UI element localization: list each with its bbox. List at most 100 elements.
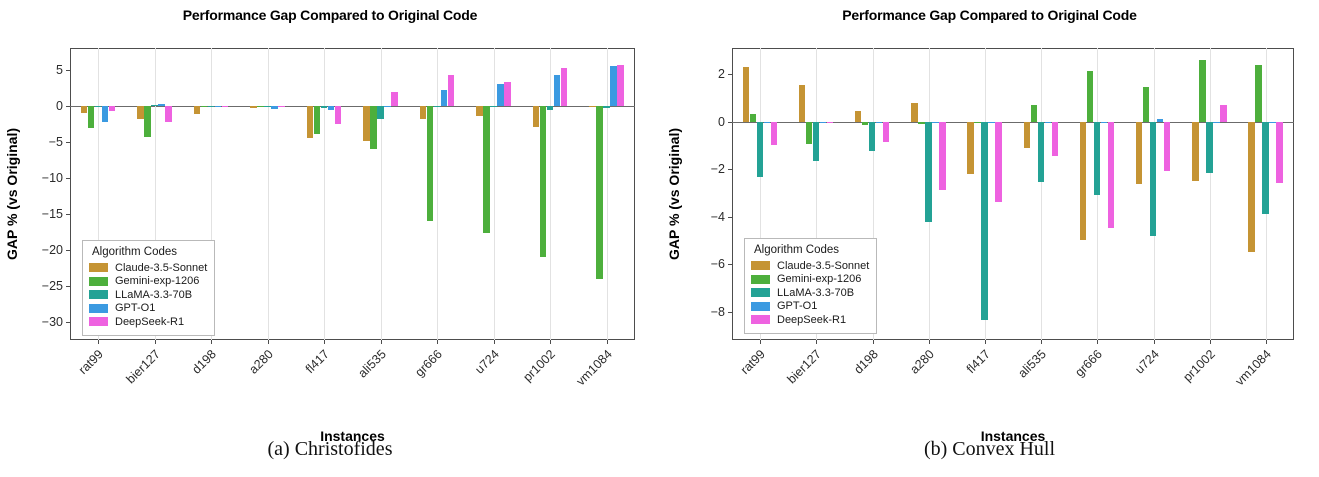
legend-swatch-icon	[751, 301, 770, 311]
y-tick-mark	[66, 177, 70, 179]
y-tick-label: −30	[41, 314, 63, 329]
chart-title-a: Performance Gap Compared to Original Cod…	[182, 7, 478, 23]
plot-area-a: Instances 5 0 −5 −10 −15 −20 −25 −30 rat99 bier12…	[42, 48, 635, 444]
bar-pr1002-LLaMA-3.3-70B	[1206, 121, 1213, 173]
legend-label: GPT-O1	[115, 302, 156, 315]
legend-item-Claude-3.5-Sonnet[interactable]: Claude-3.5-Sonnet	[751, 259, 869, 273]
grid-line	[1210, 48, 1211, 340]
bar-a280-Gemini-exp-1206	[257, 105, 264, 108]
bar-rat99-DeepSeek-R1	[108, 105, 116, 112]
x-tick-mark	[155, 340, 156, 344]
bar-fl417-DeepSeek-R1	[334, 105, 342, 125]
x-axis-label-b: Instances	[980, 428, 1046, 444]
bar-pr1002-GPT-O1	[1213, 121, 1220, 123]
y-tick-label: −10	[41, 170, 63, 185]
x-tick-mark	[760, 340, 761, 344]
panel-christofides: Performance Gap Compared to Original Cod…	[4, 7, 635, 460]
legend-swatch-icon	[751, 288, 770, 298]
legend-item-DeepSeek-R1[interactable]: DeepSeek-R1	[751, 313, 869, 327]
y-axis-label-a: GAP % (vs Original)	[4, 128, 20, 260]
bar-ali535-LLaMA-3.3-70B	[1037, 121, 1044, 183]
legend-label: DeepSeek-R1	[115, 315, 185, 328]
legend-swatch-icon	[89, 263, 108, 273]
bar-d198-LLaMA-3.3-70B	[869, 121, 876, 152]
bar-u724-Claude-3.5-Sonnet	[1136, 121, 1143, 185]
zero-baseline	[732, 121, 1294, 123]
legend-item-Gemini-exp-1206[interactable]: Gemini-exp-1206	[751, 273, 869, 287]
legend-swatch-icon	[751, 261, 770, 271]
bar-rat99-Claude-3.5-Sonnet	[80, 105, 88, 113]
bar-vm1084-Gemini-exp-1206	[1255, 64, 1262, 122]
bar-pr1002-Claude-3.5-Sonnet	[532, 105, 540, 128]
bar-bier127-GPT-O1	[158, 104, 165, 106]
legend-item-Claude-3.5-Sonnet[interactable]: Claude-3.5-Sonnet	[89, 261, 207, 275]
x-tick-mark	[929, 340, 930, 344]
x-tick-mark	[437, 340, 438, 344]
x-tick-mark	[1266, 340, 1267, 344]
chart-title-b: Performance Gap Compared to Original Cod…	[842, 7, 1137, 23]
bar-ali535-Claude-3.5-Sonnet	[363, 105, 370, 141]
bar-a280-Claude-3.5-Sonnet	[250, 105, 257, 108]
legend-swatch-icon	[89, 276, 108, 286]
y-tick-mark	[66, 213, 70, 215]
y-tick-mark	[66, 141, 70, 143]
legend-item-Gemini-exp-1206[interactable]: Gemini-exp-1206	[89, 275, 207, 289]
x-tick-mark	[381, 340, 382, 344]
bar-pr1002-Gemini-exp-1206	[539, 105, 547, 258]
bar-d198-DeepSeek-R1	[221, 105, 229, 107]
bar-bier127-GPT-O1	[819, 121, 827, 123]
grid-line	[437, 48, 438, 340]
y-tick-label: −4	[710, 209, 725, 224]
bar-fl417-GPT-O1	[988, 121, 995, 123]
grid-line	[155, 48, 156, 340]
x-tick-mark	[816, 340, 817, 344]
bar-gr666-Claude-3.5-Sonnet	[419, 105, 427, 120]
legend-item-DeepSeek-R1[interactable]: DeepSeek-R1	[89, 315, 207, 329]
bar-pr1002-GPT-O1	[553, 75, 561, 106]
y-tick-mark	[728, 216, 732, 218]
y-tick-label: 5	[56, 62, 63, 77]
legend-item-LLaMA-3.3-70B[interactable]: LLaMA-3.3-70B	[751, 286, 869, 300]
bar-vm1084-LLaMA-3.3-70B	[603, 105, 610, 108]
legend-item-LLaMA-3.3-70B[interactable]: LLaMA-3.3-70B	[89, 288, 207, 302]
x-tick-mark	[268, 340, 269, 344]
y-tick-mark	[728, 264, 732, 266]
bar-rat99-LLaMA-3.3-70B	[94, 105, 102, 107]
grid-line	[816, 48, 817, 340]
y-tick-mark	[728, 121, 732, 123]
grid-line	[381, 48, 382, 340]
y-tick-label: −15	[41, 206, 63, 221]
bar-bier127-Gemini-exp-1206	[144, 105, 151, 138]
bar-vm1084-GPT-O1	[610, 66, 617, 106]
grid-line	[760, 48, 761, 340]
y-tick-mark	[66, 285, 70, 287]
legend-item-GPT-O1[interactable]: GPT-O1	[751, 300, 869, 314]
y-tick-label: −25	[41, 278, 63, 293]
y-tick-mark	[728, 311, 732, 313]
bar-gr666-GPT-O1	[440, 89, 448, 106]
y-tick-label: −2	[710, 162, 725, 177]
bar-d198-Gemini-exp-1206	[200, 105, 208, 108]
x-tick-mark	[873, 340, 874, 344]
bar-vm1084-GPT-O1	[1269, 121, 1276, 123]
legend-label: Claude-3.5-Sonnet	[115, 261, 208, 274]
legend-swatch-icon	[89, 303, 108, 313]
bar-vm1084-Claude-3.5-Sonnet	[1248, 121, 1255, 253]
y-tick-mark	[66, 69, 70, 71]
grid-line	[607, 48, 608, 340]
bar-ali535-DeepSeek-R1	[391, 91, 398, 106]
y-axis-label-b: GAP % (vs Original)	[666, 128, 682, 260]
y-tick-mark	[66, 321, 70, 323]
y-tick-label: −20	[41, 242, 63, 257]
bar-ali535-Gemini-exp-1206	[370, 105, 377, 149]
y-tick-label: 2	[718, 67, 725, 82]
legend-item-GPT-O1[interactable]: GPT-O1	[89, 302, 207, 316]
bar-a280-DeepSeek-R1	[939, 121, 946, 191]
x-tick-mark	[1154, 340, 1155, 344]
bar-vm1084-DeepSeek-R1	[1276, 121, 1283, 184]
bar-pr1002-Claude-3.5-Sonnet	[1192, 121, 1199, 181]
zero-baseline	[70, 105, 635, 107]
bar-u724-Gemini-exp-1206	[483, 105, 490, 233]
legend-swatch-icon	[751, 315, 770, 325]
